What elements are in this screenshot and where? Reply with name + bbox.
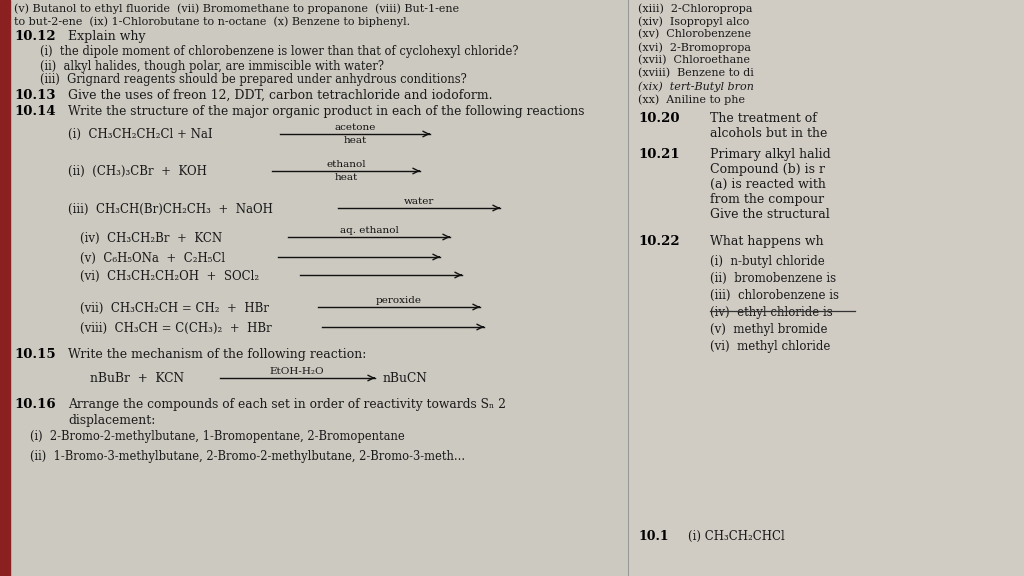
Text: (i)  the dipole moment of chlorobenzene is lower than that of cyclohexyl chlorid: (i) the dipole moment of chlorobenzene i… — [40, 45, 518, 58]
Text: displacement:: displacement: — [68, 414, 156, 427]
Text: (xiv)  Isopropyl alco: (xiv) Isopropyl alco — [638, 16, 750, 26]
Text: (i)  2-Bromo-2-methylbutane, 1-Bromopentane, 2-Bromopentane: (i) 2-Bromo-2-methylbutane, 1-Bromopenta… — [30, 430, 404, 443]
Text: Write the mechanism of the following reaction:: Write the mechanism of the following rea… — [68, 348, 367, 361]
Text: 10.1: 10.1 — [638, 530, 669, 543]
Text: (vi)  methyl chloride: (vi) methyl chloride — [710, 340, 830, 353]
Text: (xx)  Aniline to phe: (xx) Aniline to phe — [638, 94, 745, 105]
Text: (ii)  bromobenzene is: (ii) bromobenzene is — [710, 272, 837, 285]
Text: The treatment of: The treatment of — [710, 112, 817, 125]
Bar — [0, 0, 10, 576]
Text: 10.13: 10.13 — [14, 89, 55, 102]
Text: (i) CH₃CH₂CHCl: (i) CH₃CH₂CHCl — [688, 530, 784, 543]
Text: Explain why: Explain why — [68, 30, 145, 43]
Text: acetone: acetone — [334, 123, 376, 132]
Text: Give the uses of freon 12, DDT, carbon tetrachloride and iodoform.: Give the uses of freon 12, DDT, carbon t… — [68, 89, 493, 102]
Text: heat: heat — [343, 136, 367, 145]
Text: water: water — [403, 197, 434, 206]
Text: nBuBr  +  KCN: nBuBr + KCN — [90, 372, 184, 385]
Text: (ii)  alkyl halides, though polar, are immiscible with water?: (ii) alkyl halides, though polar, are im… — [40, 60, 384, 73]
Text: (iv)  CH₃CH₂Br  +  KCN: (iv) CH₃CH₂Br + KCN — [80, 232, 222, 245]
Text: alcohols but in the: alcohols but in the — [710, 127, 827, 140]
Text: 10.21: 10.21 — [638, 148, 680, 161]
Text: to but-2-ene  (ix) 1-Chlorobutane to n-octane  (x) Benzene to biphenyl.: to but-2-ene (ix) 1-Chlorobutane to n-oc… — [14, 16, 411, 26]
Text: (iii)  CH₃CH(Br)CH₂CH₃  +  NaOH: (iii) CH₃CH(Br)CH₂CH₃ + NaOH — [68, 203, 272, 216]
Text: (xvi)  2-Bromopropa: (xvi) 2-Bromopropa — [638, 42, 751, 52]
Text: (v) Butanol to ethyl fluoride  (vii) Bromomethane to propanone  (viii) But-1-ene: (v) Butanol to ethyl fluoride (vii) Brom… — [14, 3, 459, 14]
Text: (xv)  Chlorobenzene: (xv) Chlorobenzene — [638, 29, 752, 39]
Text: (xvii)  Chloroethane: (xvii) Chloroethane — [638, 55, 750, 65]
Text: 10.22: 10.22 — [638, 235, 680, 248]
Text: (v)  C₆H₅ONa  +  C₂H₅Cl: (v) C₆H₅ONa + C₂H₅Cl — [80, 252, 225, 265]
Text: (vii)  CH₃CH₂CH = CH₂  +  HBr: (vii) CH₃CH₂CH = CH₂ + HBr — [80, 302, 269, 315]
Text: from the compour: from the compour — [710, 193, 824, 206]
Text: (i)  n-butyl chloride: (i) n-butyl chloride — [710, 255, 824, 268]
Text: (v)  methyl bromide: (v) methyl bromide — [710, 323, 827, 336]
Text: (xix)  tert-Butyl bron: (xix) tert-Butyl bron — [638, 81, 754, 92]
Text: What happens wh: What happens wh — [710, 235, 823, 248]
Text: 10.14: 10.14 — [14, 105, 55, 118]
Text: (ii)  (CH₃)₃CBr  +  KOH: (ii) (CH₃)₃CBr + KOH — [68, 165, 207, 178]
Text: ethanol: ethanol — [327, 160, 366, 169]
Text: (iv)  ethyl chloride is: (iv) ethyl chloride is — [710, 306, 833, 319]
Text: (iii)  chlorobenzene is: (iii) chlorobenzene is — [710, 289, 839, 302]
Bar — [628, 0, 1024, 576]
Text: EtOH-H₂O: EtOH-H₂O — [269, 367, 325, 376]
Text: 10.16: 10.16 — [14, 398, 55, 411]
Text: Compound (b) is r: Compound (b) is r — [710, 163, 825, 176]
Text: (xviii)  Benzene to di: (xviii) Benzene to di — [638, 68, 754, 78]
Text: (viii)  CH₃CH = C(CH₃)₂  +  HBr: (viii) CH₃CH = C(CH₃)₂ + HBr — [80, 322, 271, 335]
Text: Give the structural: Give the structural — [710, 208, 829, 221]
Text: (i)  CH₃CH₂CH₂Cl + NaI: (i) CH₃CH₂CH₂Cl + NaI — [68, 128, 213, 141]
Text: 10.20: 10.20 — [638, 112, 680, 125]
Text: peroxide: peroxide — [376, 296, 422, 305]
Text: (a) is reacted with: (a) is reacted with — [710, 178, 826, 191]
Text: Write the structure of the major organic product in each of the following reacti: Write the structure of the major organic… — [68, 105, 585, 118]
Text: Primary alkyl halid: Primary alkyl halid — [710, 148, 830, 161]
Text: 10.12: 10.12 — [14, 30, 55, 43]
Text: aq. ethanol: aq. ethanol — [340, 226, 398, 235]
Text: 10.15: 10.15 — [14, 348, 55, 361]
Text: (ii)  1-Bromo-3-methylbutane, 2-Bromo-2-methylbutane, 2-Bromo-3-meth...: (ii) 1-Bromo-3-methylbutane, 2-Bromo-2-m… — [30, 450, 465, 463]
Text: (iii)  Grignard reagents should be prepared under anhydrous conditions?: (iii) Grignard reagents should be prepar… — [40, 73, 467, 86]
Text: nBuCN: nBuCN — [383, 372, 428, 385]
Text: (vi)  CH₃CH₂CH₂OH  +  SOCl₂: (vi) CH₃CH₂CH₂OH + SOCl₂ — [80, 270, 259, 283]
Text: (xiii)  2-Chloropropa: (xiii) 2-Chloropropa — [638, 3, 753, 14]
Text: heat: heat — [335, 173, 357, 182]
Text: Arrange the compounds of each set in order of reactivity towards Sₙ 2: Arrange the compounds of each set in ord… — [68, 398, 506, 411]
